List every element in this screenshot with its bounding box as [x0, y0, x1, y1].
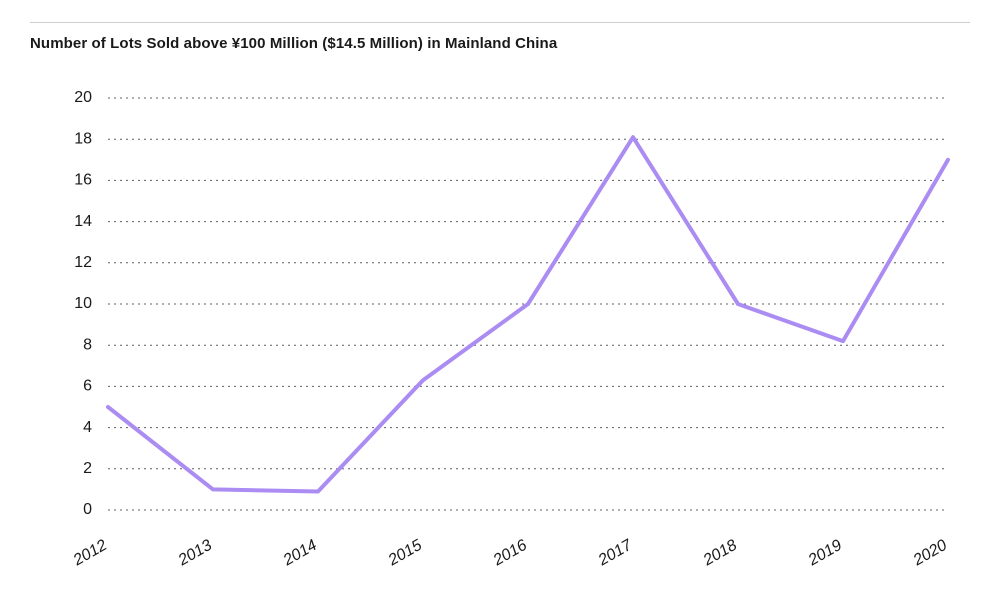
y-tick-label: 8 [83, 336, 92, 353]
x-tick-label: 2013 [175, 537, 215, 570]
chart-title: Number of Lots Sold above ¥100 Million (… [30, 35, 970, 52]
x-tick-label: 2015 [385, 537, 425, 570]
x-tick-label: 2016 [490, 537, 530, 570]
x-tick-label: 2019 [805, 537, 845, 570]
x-tick-label: 2012 [70, 537, 110, 570]
y-tick-label: 16 [74, 172, 92, 189]
y-tick-label: 18 [74, 130, 92, 147]
y-tick-label: 2 [83, 460, 92, 477]
x-tick-label: 2017 [595, 536, 636, 570]
y-tick-label: 14 [74, 213, 92, 230]
x-tick-label: 2018 [700, 537, 740, 570]
y-tick-label: 20 [74, 89, 92, 106]
x-tick-label: 2014 [280, 537, 320, 570]
y-tick-label: 0 [83, 501, 92, 518]
series-line [108, 137, 948, 491]
chart-container: Number of Lots Sold above ¥100 Million (… [0, 0, 1000, 609]
x-tick-label: 2020 [910, 537, 950, 570]
line-chart-svg: 0 2 4 6 8 10 12 14 16 18 20 2012 2013 2014 2015 2016 201… [30, 60, 958, 590]
top-rule [30, 22, 970, 23]
y-tick-label: 10 [74, 295, 92, 312]
chart-plot-area: 0 2 4 6 8 10 12 14 16 18 20 2012 2013 2014 2015 2016 201… [30, 60, 958, 590]
y-tick-label: 12 [74, 254, 92, 271]
y-tick-label: 6 [83, 378, 92, 395]
y-tick-label: 4 [83, 419, 92, 436]
